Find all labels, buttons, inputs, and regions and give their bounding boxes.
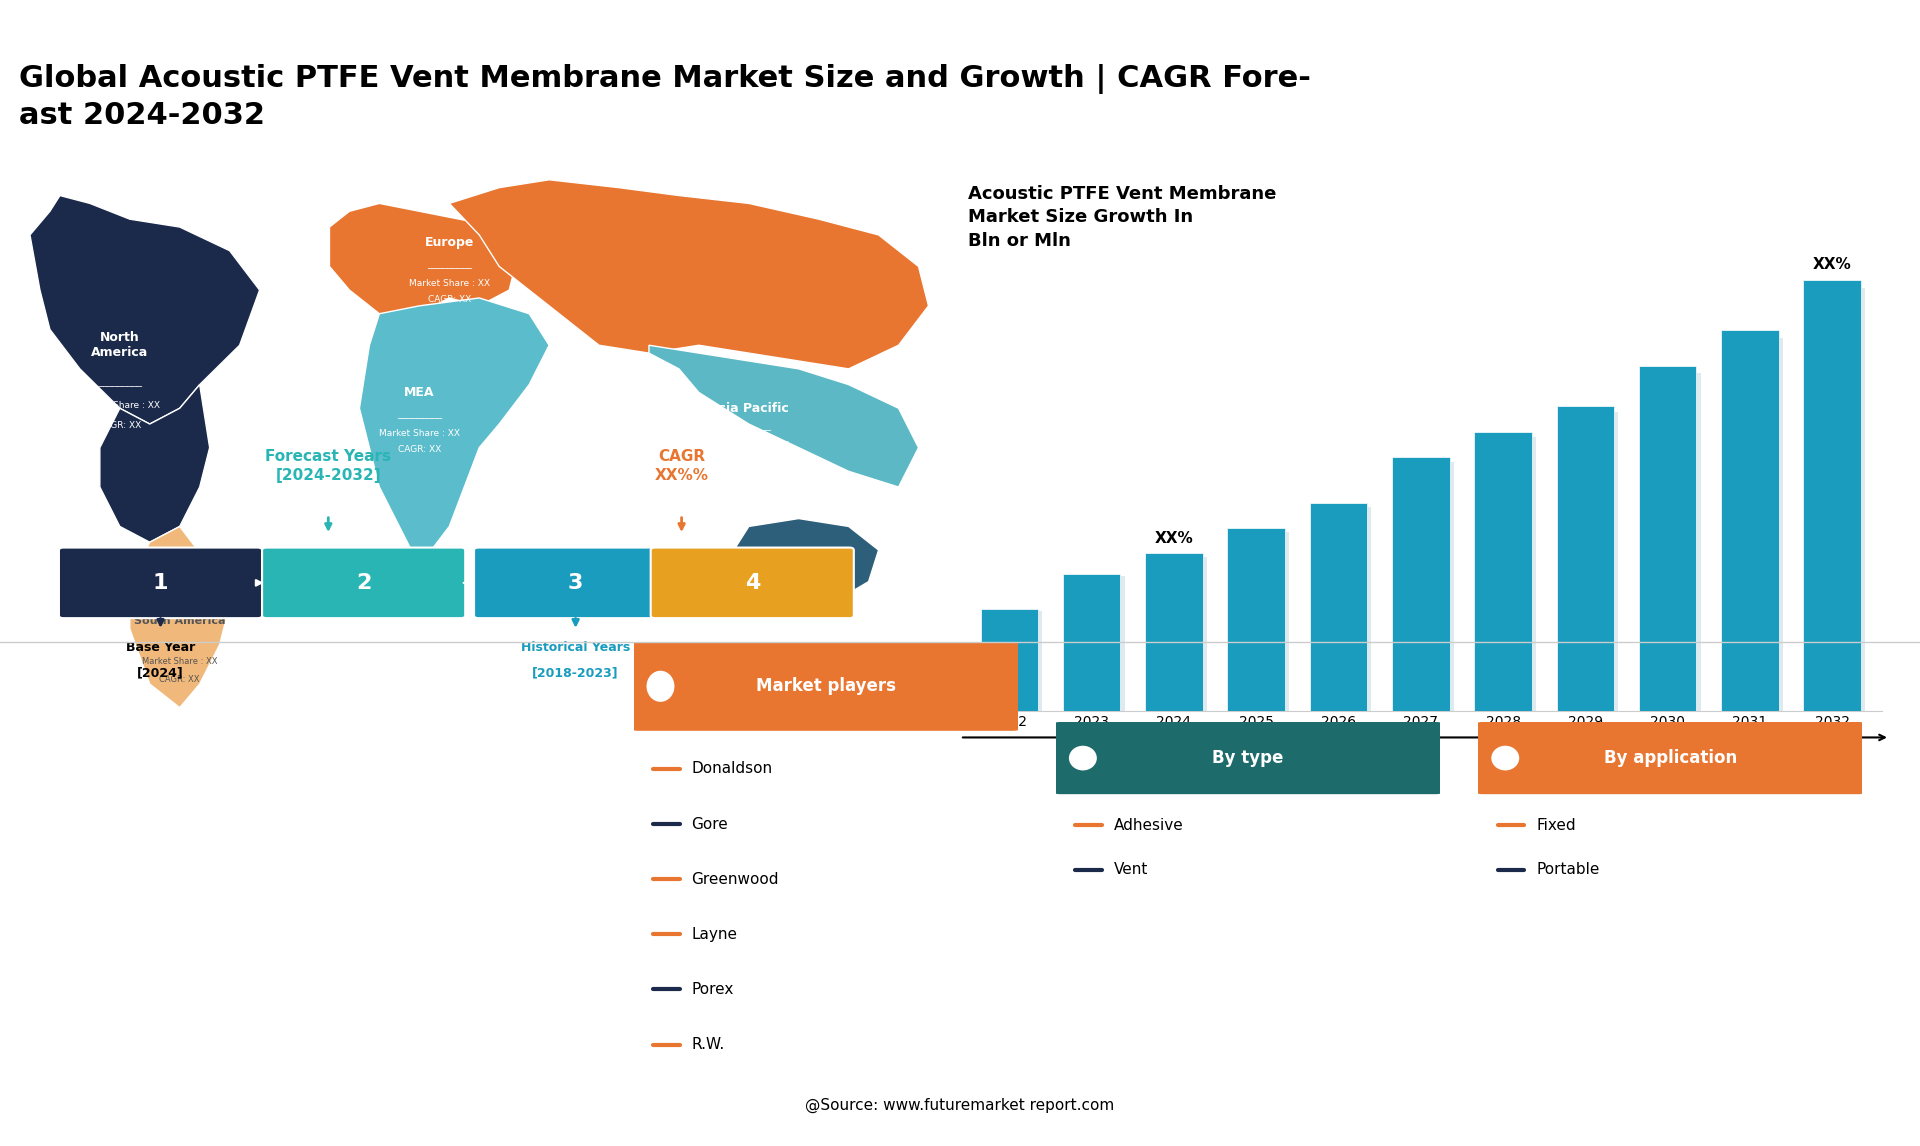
PathPatch shape: [359, 298, 549, 566]
Text: ─────────: ─────────: [157, 637, 202, 646]
Text: Fixed: Fixed: [1536, 817, 1576, 833]
Text: XX%: XX%: [1812, 257, 1851, 272]
Circle shape: [645, 669, 676, 704]
Text: Market Share : XX: Market Share : XX: [409, 280, 490, 288]
Text: [2018-2023]: [2018-2023]: [532, 666, 618, 680]
FancyBboxPatch shape: [651, 548, 854, 618]
Bar: [1561, 413, 1619, 711]
Bar: [1227, 528, 1284, 711]
Bar: [1720, 330, 1778, 711]
Text: Porex: Porex: [691, 982, 733, 997]
FancyBboxPatch shape: [261, 548, 465, 618]
Text: Market Share : XX: Market Share : XX: [378, 429, 459, 438]
Text: CAGR: XX: CAGR: XX: [728, 456, 770, 465]
Text: Market Share : XX: Market Share : XX: [708, 441, 789, 449]
Text: ─────────: ─────────: [426, 264, 472, 273]
Text: Donaldson: Donaldson: [691, 761, 772, 777]
Text: CAGR: XX: CAGR: XX: [397, 445, 442, 454]
Bar: [1396, 462, 1453, 711]
Bar: [1640, 366, 1697, 711]
FancyBboxPatch shape: [474, 548, 678, 618]
FancyBboxPatch shape: [1471, 722, 1870, 794]
Text: [2024]: [2024]: [136, 666, 184, 680]
Bar: [981, 610, 1039, 711]
Bar: [1392, 457, 1450, 711]
PathPatch shape: [31, 196, 259, 424]
Text: CAGR
XX%%: CAGR XX%%: [655, 449, 708, 482]
Text: 1: 1: [154, 573, 169, 592]
Bar: [985, 611, 1043, 711]
PathPatch shape: [730, 518, 879, 613]
Text: By application: By application: [1603, 749, 1738, 767]
Text: Europe: Europe: [424, 236, 474, 250]
Text: Gore: Gore: [691, 817, 728, 832]
Text: Global Acoustic PTFE Vent Membrane Market Size and Growth | CAGR Fore-
ast 2024-: Global Acoustic PTFE Vent Membrane Marke…: [19, 64, 1311, 131]
Circle shape: [1490, 745, 1521, 772]
Text: South America: South America: [134, 617, 225, 626]
Bar: [1803, 280, 1860, 711]
PathPatch shape: [100, 385, 209, 542]
Text: ─────────: ─────────: [726, 425, 772, 434]
FancyBboxPatch shape: [1048, 722, 1448, 794]
Text: CAGR: XX: CAGR: XX: [159, 675, 200, 684]
Bar: [1644, 372, 1701, 711]
Bar: [1313, 507, 1371, 711]
Bar: [1144, 554, 1202, 711]
Text: Forecast Years
[2024-2032]: Forecast Years [2024-2032]: [265, 449, 392, 482]
Bar: [1726, 338, 1784, 711]
Text: XX%: XX%: [1154, 531, 1194, 545]
Text: Greenwood: Greenwood: [691, 872, 780, 887]
Text: ─────────: ─────────: [98, 382, 142, 391]
Text: Market Share : XX: Market Share : XX: [142, 658, 217, 666]
Bar: [1807, 289, 1864, 711]
PathPatch shape: [330, 203, 518, 314]
FancyBboxPatch shape: [60, 548, 261, 618]
Text: Adhesive: Adhesive: [1114, 817, 1183, 833]
Text: ─────────: ─────────: [397, 413, 442, 422]
Text: Base Year: Base Year: [127, 641, 196, 654]
PathPatch shape: [449, 180, 929, 369]
PathPatch shape: [131, 526, 230, 707]
Bar: [1150, 557, 1208, 711]
Text: 4: 4: [745, 573, 760, 592]
Bar: [1064, 574, 1121, 711]
Text: MEA: MEA: [403, 386, 434, 399]
Bar: [1557, 407, 1615, 711]
PathPatch shape: [649, 345, 918, 487]
Text: Portable: Portable: [1536, 862, 1599, 878]
Text: Historical Years: Historical Years: [520, 641, 630, 654]
Text: CAGR: XX: CAGR: XX: [428, 295, 470, 304]
Bar: [1475, 432, 1532, 711]
Bar: [1068, 576, 1125, 711]
Bar: [1478, 438, 1536, 711]
Text: Market Share : XX: Market Share : XX: [79, 401, 159, 410]
Text: CAGR: XX: CAGR: XX: [98, 421, 142, 430]
Text: R.W.: R.W.: [691, 1037, 724, 1052]
Bar: [1309, 503, 1367, 711]
Text: By type: By type: [1212, 749, 1284, 767]
Circle shape: [1068, 745, 1098, 772]
Text: 2: 2: [355, 573, 371, 592]
Text: Acoustic PTFE Vent Membrane
Market Size Growth In
Bln or Mln: Acoustic PTFE Vent Membrane Market Size …: [968, 185, 1277, 250]
Text: @Source: www.futuremarket report.com: @Source: www.futuremarket report.com: [804, 1098, 1116, 1114]
Text: 3: 3: [568, 573, 584, 592]
Text: Asia Pacific: Asia Pacific: [708, 402, 789, 415]
FancyBboxPatch shape: [626, 642, 1025, 731]
Text: Vent: Vent: [1114, 862, 1148, 878]
Text: Market players: Market players: [756, 677, 895, 696]
Text: North
America: North America: [90, 331, 148, 359]
Text: Layne: Layne: [691, 927, 737, 942]
Bar: [1231, 532, 1288, 711]
